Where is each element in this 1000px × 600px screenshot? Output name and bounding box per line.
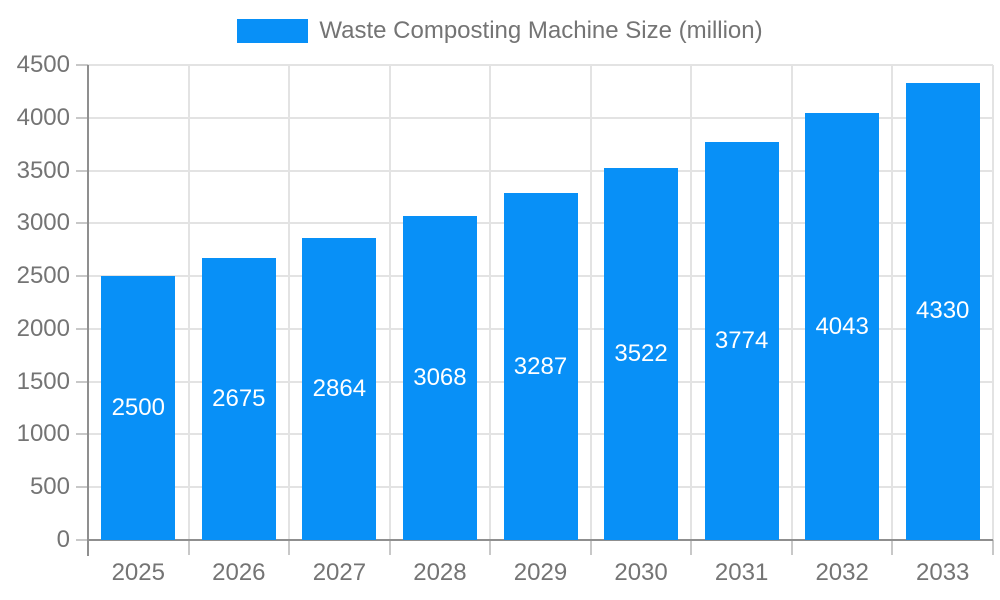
bar[interactable]: 2675 [201, 257, 276, 540]
y-gridline [88, 64, 993, 66]
y-tick [76, 116, 88, 119]
legend-swatch [237, 19, 309, 43]
x-tick [690, 540, 693, 555]
x-axis-label: 2025 [111, 559, 165, 586]
x-axis-line [87, 539, 993, 541]
bar-value-label: 3522 [614, 340, 668, 368]
bar-value-label: 3774 [714, 326, 769, 354]
y-axis-label: 4500 [16, 51, 70, 78]
x-gridline [489, 65, 492, 540]
bar-value-label: 3068 [413, 364, 467, 392]
bar-value-label: 3287 [513, 352, 568, 380]
y-axis-label: 500 [29, 473, 70, 501]
bar-value-label: 2864 [312, 374, 367, 402]
y-axis-label: 0 [56, 526, 70, 553]
y-axis-label: 3000 [16, 209, 70, 237]
y-gridline [88, 116, 993, 119]
x-gridline [388, 65, 391, 540]
y-tick [76, 222, 88, 225]
bar[interactable]: 4330 [905, 82, 980, 540]
y-axis-line [87, 65, 89, 556]
y-tick [76, 433, 88, 436]
x-axis-label: 2028 [413, 559, 467, 586]
bar-value-label: 2500 [111, 394, 165, 422]
x-axis-label: 2032 [815, 559, 869, 586]
bar[interactable]: 3068 [402, 216, 477, 540]
x-gridline [589, 65, 592, 540]
x-tick [589, 540, 592, 555]
x-axis-label: 2027 [312, 559, 367, 586]
y-tick [76, 380, 88, 383]
x-tick [187, 540, 190, 555]
y-axis-label: 4000 [16, 103, 70, 131]
y-gridline [88, 169, 993, 172]
x-gridline [288, 65, 291, 540]
x-gridline [690, 65, 693, 540]
x-tick [891, 540, 894, 555]
x-tick [388, 540, 391, 555]
x-gridline [992, 65, 994, 540]
bar-value-label: 2675 [212, 384, 266, 412]
x-tick [790, 540, 793, 555]
legend[interactable]: Waste Composting Machine Size (million) [0, 17, 1000, 45]
x-axis-label: 2026 [212, 559, 266, 586]
x-axis-label: 2031 [714, 559, 769, 586]
y-tick [76, 169, 88, 172]
x-axis-label: 2033 [916, 559, 970, 586]
bar-value-label: 4043 [815, 312, 869, 340]
y-axis-label: 2000 [16, 314, 70, 342]
y-axis-label: 3500 [16, 156, 70, 184]
x-tick [992, 540, 994, 555]
bar[interactable]: 2500 [101, 276, 176, 540]
y-tick [76, 64, 88, 66]
y-tick [76, 275, 88, 278]
x-gridline [790, 65, 793, 540]
x-axis-label: 2029 [513, 559, 568, 586]
x-gridline [187, 65, 190, 540]
bar[interactable]: 4043 [805, 113, 880, 540]
bar[interactable]: 3774 [704, 141, 779, 540]
y-axis-label: 2500 [16, 262, 70, 290]
bar-value-label: 4330 [916, 297, 970, 325]
y-tick [76, 327, 88, 330]
y-axis-label: 1500 [16, 367, 70, 395]
y-tick [76, 539, 88, 541]
x-tick [489, 540, 492, 555]
bar[interactable]: 3522 [604, 168, 679, 540]
y-axis-label: 1000 [16, 420, 70, 448]
y-tick [76, 486, 88, 489]
x-tick [288, 540, 291, 555]
x-axis-label: 2030 [614, 559, 668, 586]
legend-label: Waste Composting Machine Size (million) [319, 17, 763, 44]
bar[interactable]: 2864 [302, 237, 377, 540]
bar[interactable]: 3287 [503, 193, 578, 540]
x-gridline [891, 65, 894, 540]
